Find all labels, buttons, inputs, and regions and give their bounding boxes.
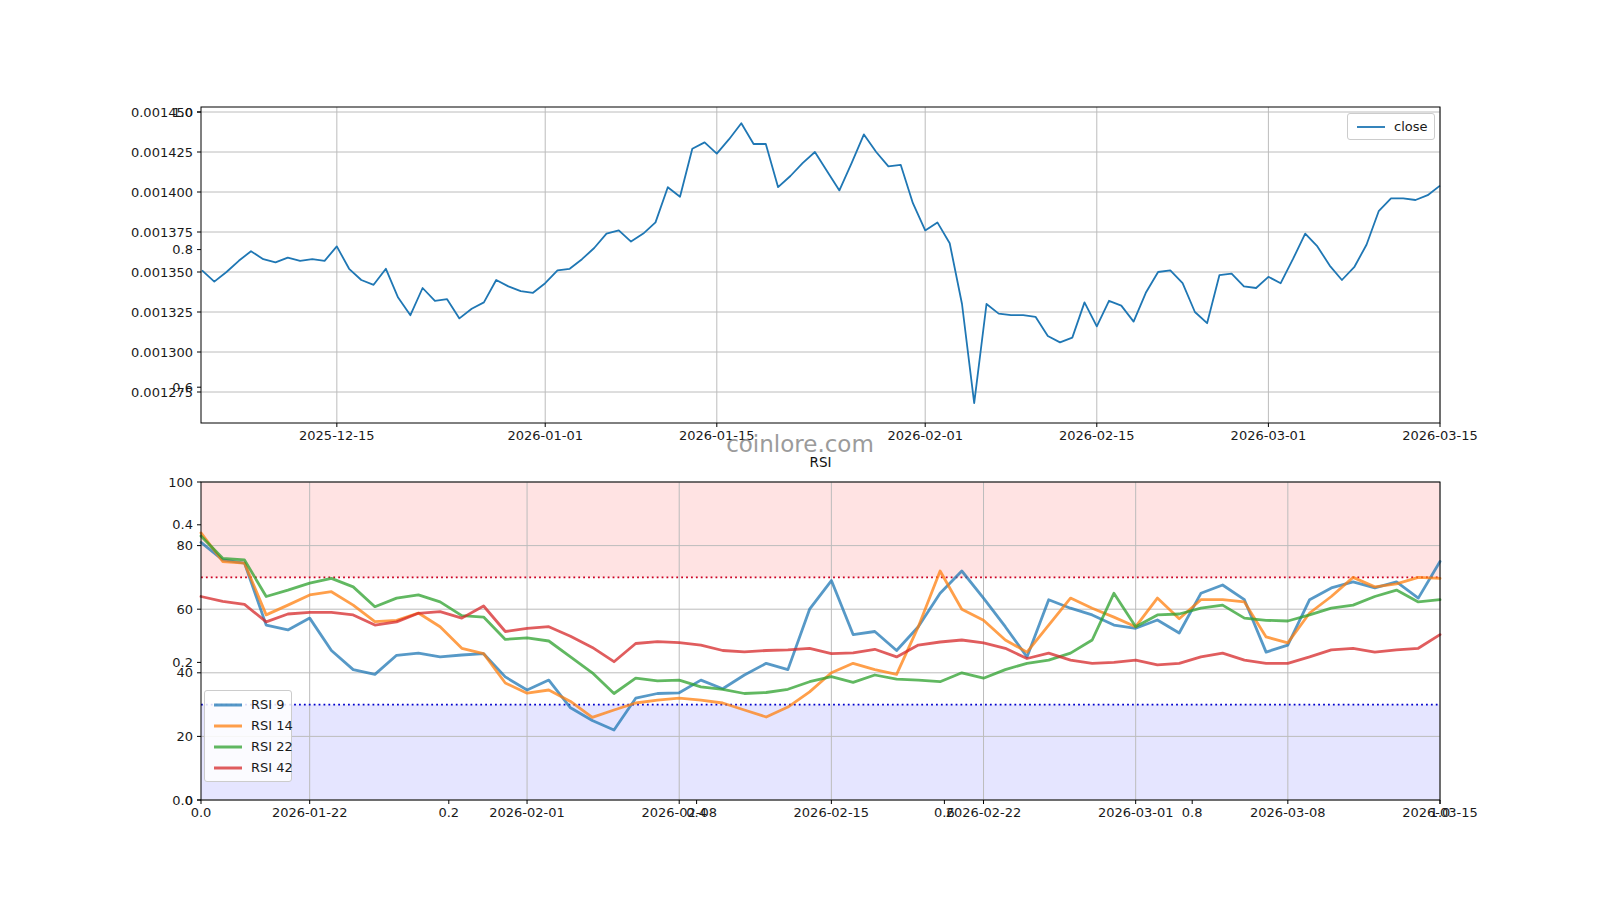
legend-item: RSI 9 (205, 694, 291, 715)
price-y-tick-label: 0.001375 (131, 225, 193, 240)
legend-line-sample (213, 722, 243, 730)
rsi-x-tick-label: 2026-02-15 (794, 805, 870, 820)
rsi-y-tick-label: 80 (176, 538, 193, 553)
overlay-y-tick-label: 0.2 (172, 655, 193, 670)
legend-item: RSI 14 (205, 715, 291, 736)
overlay-x-tick-label: 0.6 (934, 805, 955, 820)
rsi-y-tick-label: 20 (176, 729, 193, 744)
price-legend: close (1347, 113, 1435, 140)
rsi-band (201, 705, 1440, 800)
rsi-chart-title: RSI (0, 454, 1600, 470)
price-y-tick-label: 0.001325 (131, 305, 193, 320)
rsi-band (201, 482, 1440, 577)
price-y-tick-label: 0.001300 (131, 345, 193, 360)
legend-label: RSI 9 (251, 697, 285, 712)
legend-line-sample (1356, 123, 1386, 131)
overlay-x-tick-label: 0.0 (191, 805, 212, 820)
rsi-legend: RSI 9 RSI 14 RSI 22 RSI 42 (204, 690, 292, 782)
legend-item: RSI 42 (205, 757, 291, 778)
rsi-line-rsi-42 (201, 597, 1440, 665)
legend-label: RSI 14 (251, 718, 293, 733)
legend-label: RSI 22 (251, 739, 293, 754)
close-line (202, 123, 1440, 403)
overlay-x-tick-label: 0.8 (1182, 805, 1203, 820)
overlay-x-tick-label: 0.2 (438, 805, 459, 820)
rsi-x-tick-label: 2026-01-22 (272, 805, 348, 820)
rsi-x-tick-label: 2026-02-01 (489, 805, 565, 820)
overlay-y-tick-label: 0.4 (172, 517, 193, 532)
rsi-x-tick-label: 2026-02-22 (946, 805, 1022, 820)
legend-line-sample (213, 701, 243, 709)
rsi-x-tick-label: 2026-03-08 (1250, 805, 1326, 820)
price-y-tick-label: 0.001400 (131, 185, 193, 200)
overlay-y-tick-label: 0.6 (172, 380, 193, 395)
legend-item: close (1348, 116, 1427, 137)
price-y-tick-label: 0.001350 (131, 265, 193, 280)
legend-line-sample (213, 764, 243, 772)
figure: 2025-12-152026-01-012026-01-152026-02-01… (0, 0, 1600, 900)
rsi-y-tick-label: 100 (168, 475, 193, 490)
overlay-x-tick-label: 0.4 (686, 805, 707, 820)
legend-label: close (1394, 119, 1427, 134)
overlay-y-tick-label: 0.0 (172, 793, 193, 808)
overlay-y-tick-label: 0.8 (172, 242, 193, 257)
legend-line-sample (213, 743, 243, 751)
price-y-tick-label: 0.001425 (131, 145, 193, 160)
overlay-x-tick-label: 1.0 (1430, 805, 1451, 820)
overlay-y-tick-label: 1.0 (172, 105, 193, 120)
rsi-x-tick-label: 2026-03-01 (1098, 805, 1174, 820)
rsi-y-tick-label: 60 (176, 602, 193, 617)
legend-item: RSI 22 (205, 736, 291, 757)
axes-frame (201, 107, 1440, 423)
legend-label: RSI 42 (251, 760, 293, 775)
